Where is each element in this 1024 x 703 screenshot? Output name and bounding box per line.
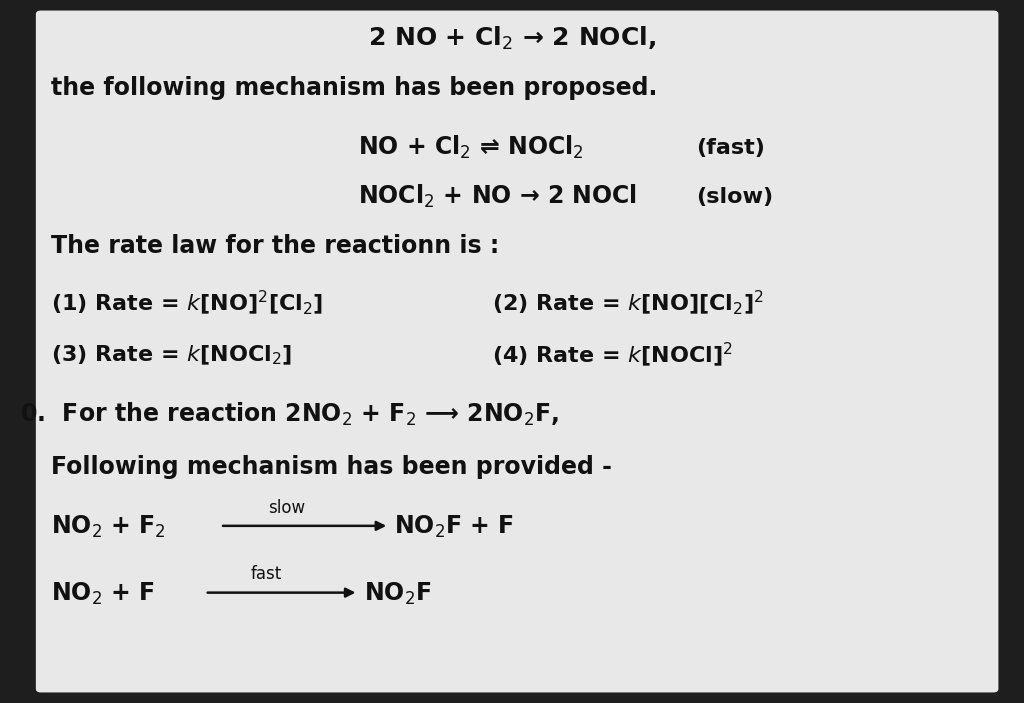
Text: (slow): (slow): [696, 187, 773, 207]
Text: The rate law for the reactionn is :: The rate law for the reactionn is :: [51, 234, 500, 258]
Text: (4) Rate = $k$[NOCl]$^2$: (4) Rate = $k$[NOCl]$^2$: [492, 341, 732, 369]
Text: (2) Rate = $k$[NO][Cl$_2$]$^2$: (2) Rate = $k$[NO][Cl$_2$]$^2$: [492, 288, 763, 316]
Text: NO$_2$ + F$_2$: NO$_2$ + F$_2$: [51, 514, 166, 541]
Text: slow: slow: [268, 498, 305, 517]
Text: NO + Cl$_2$ ⇌ NOCl$_2$: NO + Cl$_2$ ⇌ NOCl$_2$: [358, 134, 584, 161]
Text: (fast): (fast): [696, 138, 765, 157]
Text: NO$_2$ + F: NO$_2$ + F: [51, 581, 155, 607]
Text: (1) Rate = $k$[NO]$^2$[Cl$_2$]: (1) Rate = $k$[NO]$^2$[Cl$_2$]: [51, 288, 324, 316]
Text: 2 NO + Cl$_2$ → 2 NOCl,: 2 NO + Cl$_2$ → 2 NOCl,: [368, 25, 656, 52]
Text: Following mechanism has been provided -: Following mechanism has been provided -: [51, 456, 612, 479]
Text: NO$_2$F + F: NO$_2$F + F: [394, 514, 514, 541]
Text: the following mechanism has been proposed.: the following mechanism has been propose…: [51, 76, 657, 100]
FancyBboxPatch shape: [36, 11, 998, 692]
Text: NOCl$_2$ + NO → 2 NOCl: NOCl$_2$ + NO → 2 NOCl: [358, 183, 638, 210]
Text: 0.  For the reaction 2NO$_2$ + F$_2$ ⟶ 2NO$_2$F,: 0. For the reaction 2NO$_2$ + F$_2$ ⟶ 2N…: [20, 401, 559, 428]
Text: (3) Rate = $k$[NOCl$_2$]: (3) Rate = $k$[NOCl$_2$]: [51, 343, 293, 367]
Text: NO$_2$F: NO$_2$F: [364, 581, 431, 607]
Text: fast: fast: [251, 565, 282, 583]
